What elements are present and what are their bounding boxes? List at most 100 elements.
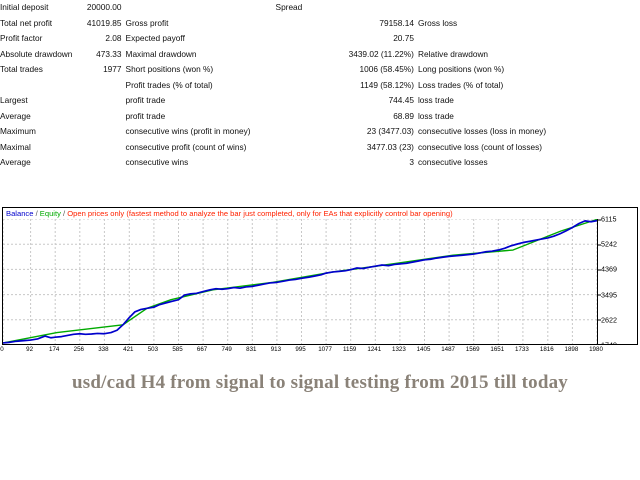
stat-value-primary: 20000.00 <box>86 2 122 12</box>
stat-label-primary: Maximal <box>0 141 31 152</box>
page-caption: usd/cad H4 from signal to signal testing… <box>71 372 569 393</box>
stat-label-secondary: Short positions (won %) <box>125 64 214 75</box>
stat-label-primary: Initial deposit <box>0 2 49 12</box>
y-axis-tick-label: 6115 <box>597 214 617 224</box>
stat-value-primary <box>76 93 125 109</box>
y-axis-tick-label: 2622 <box>598 315 617 325</box>
stat-label-primary: Largest <box>0 95 28 106</box>
chart-legend: Balance / Equity / Open prices only (fas… <box>6 209 453 219</box>
stat-value-secondary <box>315 0 418 16</box>
x-axis-tick-label: 1651 <box>490 346 505 353</box>
stat-label-tertiary: consecutive losses <box>417 157 488 168</box>
stat-value-tertiary: -1448.24 ( <box>585 140 640 156</box>
legend-separator-1: / <box>33 209 40 218</box>
y-axis-tick-label: 4369 <box>598 264 617 274</box>
x-axis-tick-label: 1569 <box>465 346 480 353</box>
stat-label-tertiary: Long positions (won %) <box>417 64 505 75</box>
y-axis-tick-label: 1749 <box>601 341 617 345</box>
strategy-tester-statistics-table: Initial deposit 20000.00 Spread Total net p… <box>0 0 640 171</box>
x-axis-tick-label: 174 <box>49 346 60 353</box>
stat-value-primary <box>76 78 125 94</box>
equity-curve-svg <box>3 219 597 344</box>
stat-value-secondary: 79158.14 <box>379 17 414 28</box>
legend-separator-2: / <box>60 209 68 218</box>
stat-label-secondary: Gross profit <box>125 17 169 28</box>
legend-equity-label: Equity <box>39 209 61 218</box>
stat-label-secondary: consecutive wins <box>125 157 189 168</box>
stat-value-secondary: 20.75 <box>393 33 414 44</box>
stat-label-primary: Maximum <box>0 126 36 137</box>
chart-plot-area <box>3 219 597 344</box>
chart-x-axis: 0 92 174 256 338 421 503 585 667 749 831 913 995 1077… <box>0 345 638 359</box>
stat-value-primary <box>76 140 125 156</box>
x-axis-tick-label: 749 <box>221 346 232 353</box>
statistics-row: Average consecutive wins 3 consecutive loss… <box>0 155 640 171</box>
stat-value-tertiary: -38138 <box>585 16 640 32</box>
stat-value-primary <box>76 109 125 125</box>
stat-label-tertiary: consecutive losses (loss in money) <box>417 126 547 137</box>
stat-value-tertiary: -46 <box>585 109 640 125</box>
statistics-row: Absolute drawdown 473.33 Maximal drawdown 3… <box>0 47 640 63</box>
stat-value-secondary: 68.89 <box>393 110 414 121</box>
stat-label-primary: Average <box>0 157 31 168</box>
x-axis-tick-label: 1077 <box>318 346 332 353</box>
series-line-equity <box>3 219 597 344</box>
stat-label-tertiary: consecutive loss (count of losses) <box>417 141 543 152</box>
x-axis-tick-label: 831 <box>246 346 257 353</box>
stat-label-secondary: Profit trades (% of total) <box>125 79 213 90</box>
x-axis-tick-label: 1487 <box>441 346 455 353</box>
statistics-row: Total trades 1977 Short positions (won %) 1… <box>0 62 640 78</box>
stat-value-tertiary: 11.47% (2651 <box>585 47 640 63</box>
series-line-balance <box>3 219 597 344</box>
stat-label-secondary: consecutive wins (profit in money) <box>125 126 251 137</box>
stat-value-tertiary: 828 (41.88 <box>585 78 640 94</box>
stat-value-secondary: 1006 (58.45%) <box>359 64 414 75</box>
x-axis-tick-label: 585 <box>172 346 183 353</box>
x-axis-tick-label: 1898 <box>564 346 579 353</box>
stat-value-tertiary <box>585 31 640 47</box>
chart-gridlines <box>3 219 597 344</box>
stat-label-tertiary: Loss trades (% of total) <box>417 79 504 90</box>
legend-balance-label: Balance <box>6 209 34 218</box>
stat-value-primary: 1977 <box>103 64 122 75</box>
stat-value-tertiary: 971 (57.78 <box>585 62 640 78</box>
x-axis-tick-label: 0 <box>0 346 4 353</box>
stat-label-tertiary: loss trade <box>417 95 454 106</box>
x-axis-tick-label: 995 <box>295 346 306 353</box>
stat-label-tertiary <box>418 31 585 47</box>
stat-label-secondary: profit trade <box>125 110 166 121</box>
stat-value-tertiary: -774 <box>585 93 640 109</box>
statistics-rows: Initial deposit 20000.00 Spread Total net p… <box>0 0 640 171</box>
stat-value-tertiary <box>585 0 640 16</box>
x-axis-tick-label: 1323 <box>392 346 406 353</box>
stat-value-secondary: 1149 (58.12%) <box>360 79 414 90</box>
stat-label-primary: Absolute drawdown <box>0 49 73 59</box>
chart-series <box>3 219 597 344</box>
stat-label-tertiary: Relative drawdown <box>417 48 489 59</box>
x-axis-tick-label: 913 <box>270 346 282 353</box>
x-axis-tick-label: 1980 <box>589 346 603 353</box>
x-axis-tick-label: 256 <box>73 346 84 353</box>
stat-label-tertiary <box>418 0 585 16</box>
stat-label-secondary: profit trade <box>125 95 166 106</box>
stat-value-secondary: 744.45 <box>388 95 414 106</box>
statistics-row: Profit trades (% of total) 1149 (58.12%) L… <box>0 78 640 94</box>
legend-modelling-note: Open prices only (fastest method to anal… <box>67 209 453 218</box>
statistics-row: Maximal consecutive profit (count of wins… <box>0 140 640 156</box>
x-axis-tick-label: 1733 <box>515 346 529 353</box>
statistics-row: Maximum consecutive wins (profit in money… <box>0 124 640 140</box>
stat-value-primary: 473.33 <box>96 48 122 59</box>
x-axis-tick-label: 1405 <box>416 346 431 353</box>
statistics-row: Total net profit 41019.85 Gross profit 7915… <box>0 16 640 32</box>
x-axis-tick-label: 1241 <box>367 346 382 353</box>
spread-header-label: Spread <box>275 2 303 12</box>
x-axis-tick-label: 1159 <box>343 346 357 353</box>
y-axis-tick-label: 5242 <box>598 239 617 249</box>
x-axis-tick-label: 92 <box>26 346 34 353</box>
statistics-row: Profit factor 2.08 Expected payoff 20.75 <box>0 31 640 47</box>
stat-label-secondary: consecutive profit (count of wins) <box>125 141 247 152</box>
stat-label-tertiary: loss trade <box>417 110 454 121</box>
